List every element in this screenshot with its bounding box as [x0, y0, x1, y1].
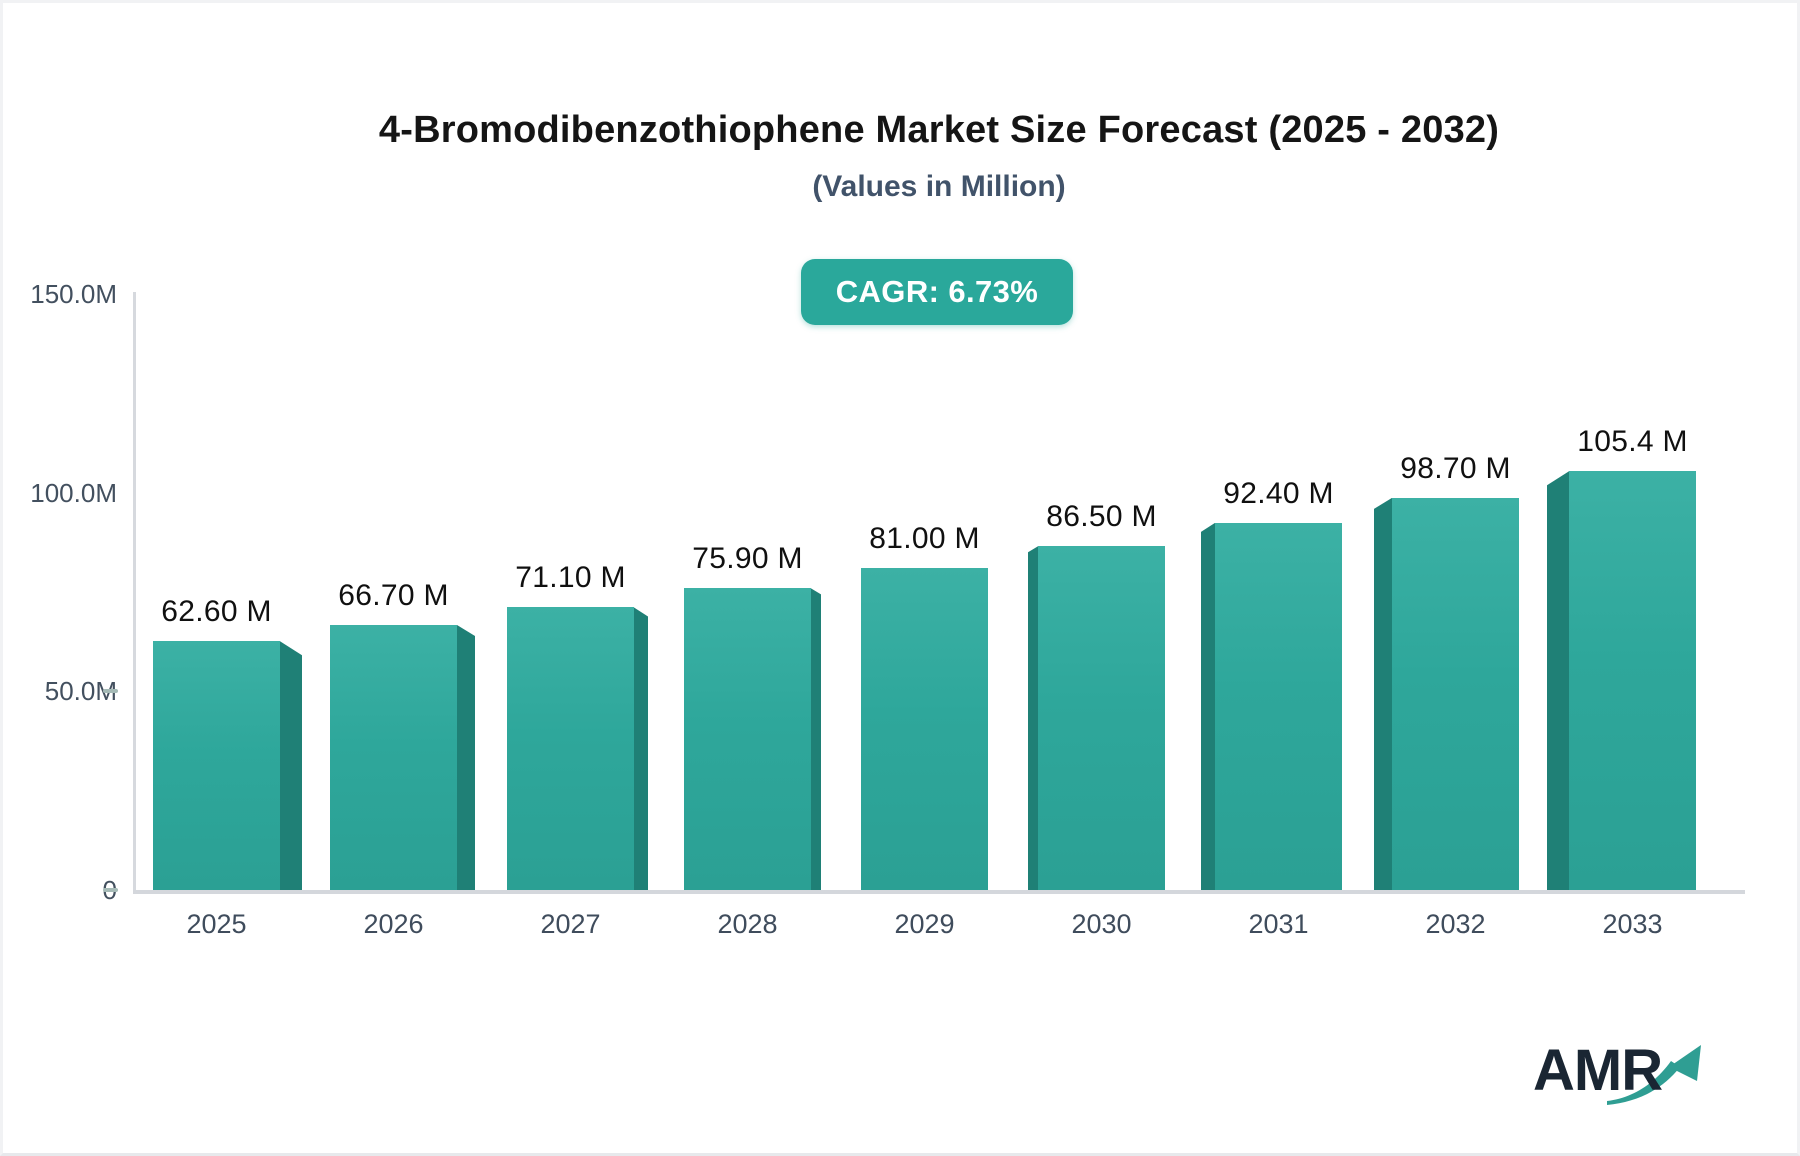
cagr-badge: CAGR: 6.73%	[801, 259, 1073, 325]
bar-side-2032	[1374, 497, 1392, 890]
bar-value-label-2033: 105.4 M	[1577, 425, 1688, 459]
bar-side-2028	[811, 588, 821, 890]
x-axis-label-2030: 2030	[1071, 909, 1132, 939]
bar-value-label-2032: 98.70 M	[1400, 451, 1511, 485]
bar-2025[interactable]	[153, 641, 280, 890]
x-axis-label-2028: 2028	[717, 909, 778, 939]
bar-side-2026	[457, 624, 475, 890]
bar-2031[interactable]	[1215, 522, 1342, 890]
growth-arrow-icon	[1607, 1045, 1701, 1105]
amr-logo: AMR	[1523, 1029, 1723, 1109]
x-axis-label-2027: 2027	[540, 909, 601, 939]
x-axis-line	[133, 890, 1745, 894]
bar-side-2030	[1028, 546, 1038, 890]
bar-side-2025	[280, 641, 302, 890]
bar-side-2033	[1547, 471, 1569, 890]
x-axis-label-2033: 2033	[1602, 909, 1663, 939]
y-axis-line	[133, 292, 136, 893]
bar-side-2027	[634, 607, 648, 890]
x-axis-label-2032: 2032	[1425, 909, 1486, 939]
y-axis-tick-mark	[103, 888, 118, 892]
bar-value-label-2025: 62.60 M	[161, 595, 272, 629]
bar-value-label-2031: 92.40 M	[1223, 476, 1334, 510]
bar-2030[interactable]	[1038, 546, 1165, 890]
bar-2026[interactable]	[330, 624, 457, 890]
bar-2028[interactable]	[684, 588, 811, 890]
x-axis-label-2025: 2025	[186, 909, 247, 939]
x-axis-label-2031: 2031	[1248, 909, 1309, 939]
bar-value-label-2027: 71.10 M	[515, 561, 626, 595]
y-axis-tick-label: 50.0M	[44, 676, 117, 707]
bar-value-label-2030: 86.50 M	[1046, 500, 1157, 534]
chart-subtitle: (Values in Million)	[812, 170, 1066, 203]
bar-value-label-2029: 81.00 M	[869, 522, 980, 556]
amr-logo-text: AMR	[1533, 1038, 1663, 1103]
bar-2027[interactable]	[507, 607, 634, 890]
bar-2032[interactable]	[1392, 497, 1519, 890]
chart-title: 4-Bromodibenzothiophene Market Size Fore…	[378, 109, 1500, 151]
bar-2029[interactable]	[861, 568, 988, 890]
y-axis-tick-mark	[103, 689, 118, 694]
y-axis-tick-label: 150.0M	[30, 279, 117, 309]
x-axis-label-2029: 2029	[894, 909, 955, 939]
x-axis-label-2026: 2026	[363, 909, 424, 939]
bar-value-label-2028: 75.90 M	[692, 542, 803, 576]
y-axis-tick-label: 0	[3, 872, 117, 908]
bar-side-2031	[1201, 522, 1215, 890]
y-axis-tick-label: 100.0M	[30, 477, 117, 508]
bar-2033[interactable]	[1569, 471, 1696, 890]
bar-value-label-2026: 66.70 M	[338, 578, 449, 612]
